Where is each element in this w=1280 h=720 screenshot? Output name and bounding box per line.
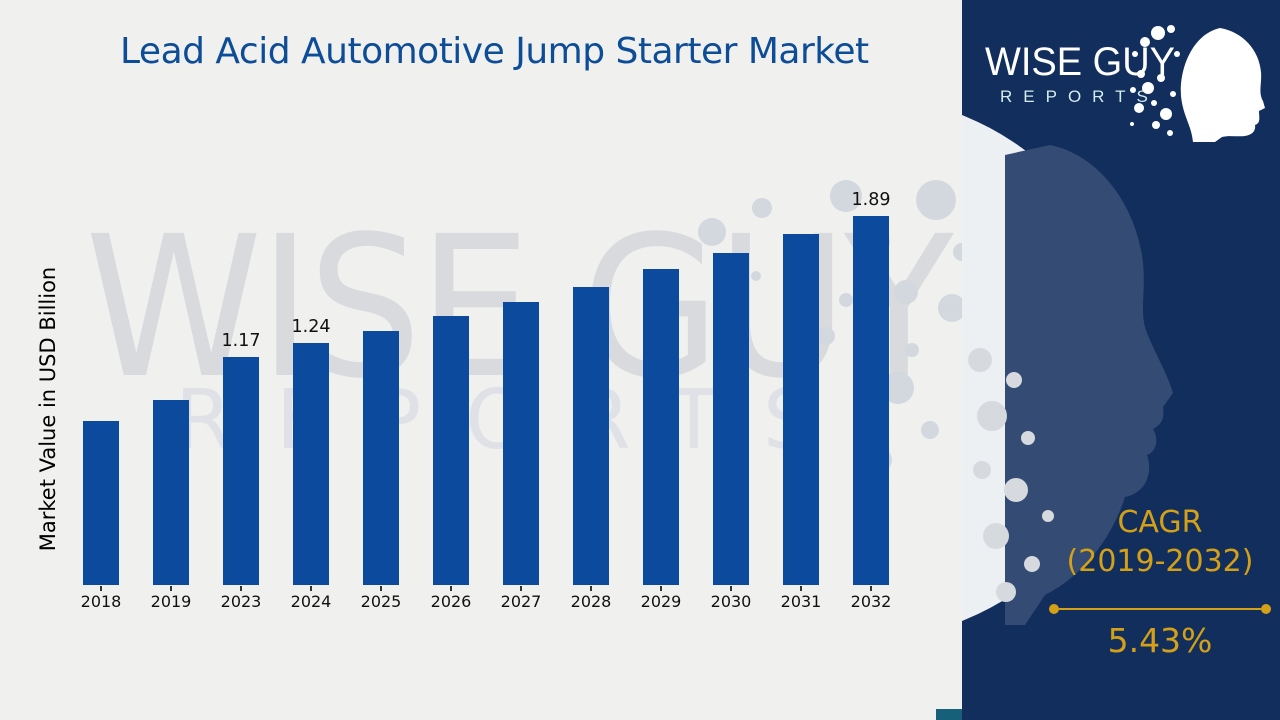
circle-dots — [968, 348, 1054, 602]
cagr-value: 5.43% — [1107, 621, 1213, 660]
x-tick-label-2032: 2032 — [850, 592, 892, 611]
x-axis-tick — [800, 586, 802, 591]
x-axis-tick — [520, 586, 522, 591]
cagr-range: (2019-2032) — [1066, 544, 1254, 579]
divider-left-dot — [1049, 604, 1059, 614]
bar-value-label-2024: 1.24 — [291, 317, 331, 337]
x-axis-tick — [450, 586, 452, 591]
x-axis-tick — [170, 586, 172, 591]
bar-2023 — [223, 357, 259, 585]
x-tick-label-2023: 2023 — [220, 592, 262, 611]
x-tick-label-2025: 2025 — [360, 592, 402, 611]
x-tick-label-2026: 2026 — [430, 592, 472, 611]
x-axis-tick — [730, 586, 732, 591]
x-tick-label-2018: 2018 — [80, 592, 122, 611]
bar-2027 — [503, 302, 539, 585]
x-tick-label-2024: 2024 — [290, 592, 332, 611]
x-axis-tick — [100, 586, 102, 591]
bar-value-label-2023: 1.17 — [221, 331, 261, 351]
x-axis-tick — [660, 586, 662, 591]
logo-face-icon — [1130, 25, 1265, 142]
bar-2024 — [293, 343, 329, 585]
x-axis-tick — [240, 586, 242, 591]
bar-2028 — [573, 287, 609, 585]
bar-2030 — [713, 253, 749, 585]
x-axis-tick — [590, 586, 592, 591]
bar-2032 — [853, 216, 889, 585]
x-tick-label-2029: 2029 — [640, 592, 682, 611]
divider-right-dot — [1261, 604, 1271, 614]
watermark-face-silhouette — [1005, 145, 1173, 625]
bar-value-label-2032: 1.89 — [851, 190, 891, 210]
x-axis-tick — [310, 586, 312, 591]
watermark-reports-text: REPORTS — [175, 380, 859, 462]
brand-panel: WISE GUY REPORTS CAGR (2019-2032) — [962, 0, 1280, 720]
teal-accent-square — [936, 709, 962, 720]
cagr-heading: CAGR — [1117, 505, 1203, 540]
x-axis-tick — [380, 586, 382, 591]
bar-2019 — [153, 400, 189, 585]
divider-line — [1059, 608, 1261, 610]
x-tick-label-2028: 2028 — [570, 592, 612, 611]
bar-2031 — [783, 234, 819, 585]
x-tick-label-2031: 2031 — [780, 592, 822, 611]
bar-2025 — [363, 331, 399, 585]
x-tick-label-2030: 2030 — [710, 592, 752, 611]
logo-reports-text: REPORTS — [1000, 87, 1159, 106]
x-tick-label-2027: 2027 — [500, 592, 542, 611]
bar-2026 — [433, 316, 469, 585]
bar-2029 — [643, 269, 679, 585]
cagr-divider — [1049, 604, 1271, 614]
x-tick-label-2019: 2019 — [150, 592, 192, 611]
x-axis-tick — [870, 586, 872, 591]
logo: WISE GUY REPORTS — [962, 0, 1280, 160]
page-title: Lead Acid Automotive Jump Starter Market — [120, 31, 869, 72]
cagr-block: CAGR (2019-2032) 5.43% — [1045, 505, 1275, 660]
bar-2018 — [83, 421, 119, 585]
